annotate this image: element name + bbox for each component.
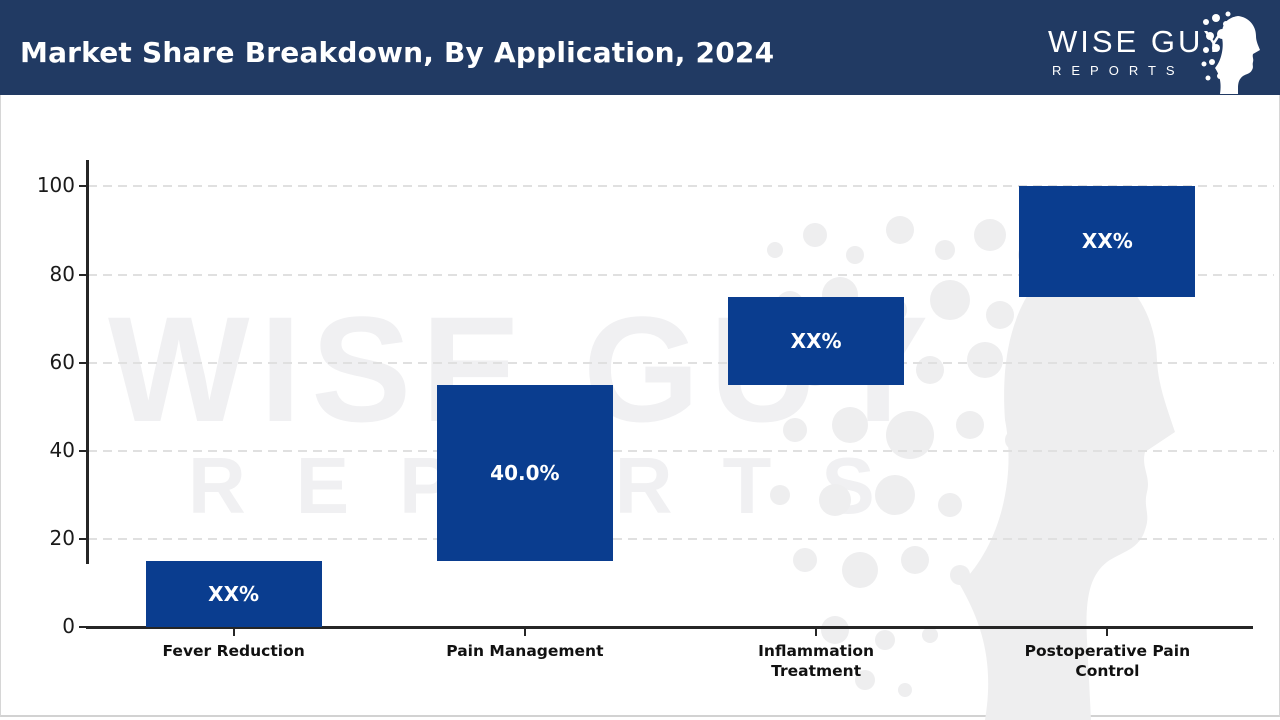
bar-value-label: XX% xyxy=(208,581,260,606)
bar-value-label: XX% xyxy=(1081,229,1133,254)
bar: XX% xyxy=(1019,186,1196,297)
gridline xyxy=(88,537,1274,540)
x-category-label: Postoperative Pain Control xyxy=(1024,642,1191,681)
plot-area: 0 20 40 60 80 100 XX% Fever Reduction 40.0% Pain … xyxy=(0,95,1280,720)
y-tick-label: 60 xyxy=(49,349,75,374)
y-tick-mark xyxy=(79,537,88,540)
y-tick-label: 40 xyxy=(49,437,75,462)
x-axis-spine xyxy=(86,626,1253,629)
x-tick-mark xyxy=(1106,628,1109,636)
bar: XX% xyxy=(145,560,322,627)
bar-value-label: 40.0% xyxy=(490,460,560,485)
x-tick-mark xyxy=(232,628,235,636)
logo-reports-text: REPORTS xyxy=(1052,63,1185,78)
x-category-label: Fever Reduction xyxy=(162,642,305,660)
x-tick-mark xyxy=(523,628,526,636)
y-tick-label: 0 xyxy=(62,614,75,638)
x-category-label: Pain Management xyxy=(446,642,604,660)
gridline xyxy=(88,273,1274,276)
x-tick-mark xyxy=(815,628,818,636)
header-bar: Market Share Breakdown, By Application, … xyxy=(0,0,1280,95)
y-tick-mark xyxy=(79,273,88,276)
gridline xyxy=(88,449,1274,452)
y-tick-label: 80 xyxy=(49,261,75,286)
bar-value-label: XX% xyxy=(790,328,842,353)
y-tick-mark xyxy=(79,449,88,452)
y-tick-mark xyxy=(79,626,88,628)
y-tick-mark xyxy=(79,361,88,364)
gridline xyxy=(88,185,1274,188)
logo-wordmark-text: WISE GUY xyxy=(1048,24,1228,59)
bar: XX% xyxy=(728,296,905,385)
page-title: Market Share Breakdown, By Application, … xyxy=(20,36,775,69)
x-category-label: Inflammation Treatment xyxy=(758,642,875,681)
y-tick-mark xyxy=(79,185,88,188)
gridline xyxy=(88,361,1274,364)
y-tick-label: 100 xyxy=(36,173,75,198)
wiseguy-logo: WISE GUY REPORTS xyxy=(1018,6,1268,94)
bar: 40.0% xyxy=(436,384,613,561)
wiseguy-head-icon xyxy=(1201,11,1260,94)
y-tick-label: 20 xyxy=(49,525,75,550)
